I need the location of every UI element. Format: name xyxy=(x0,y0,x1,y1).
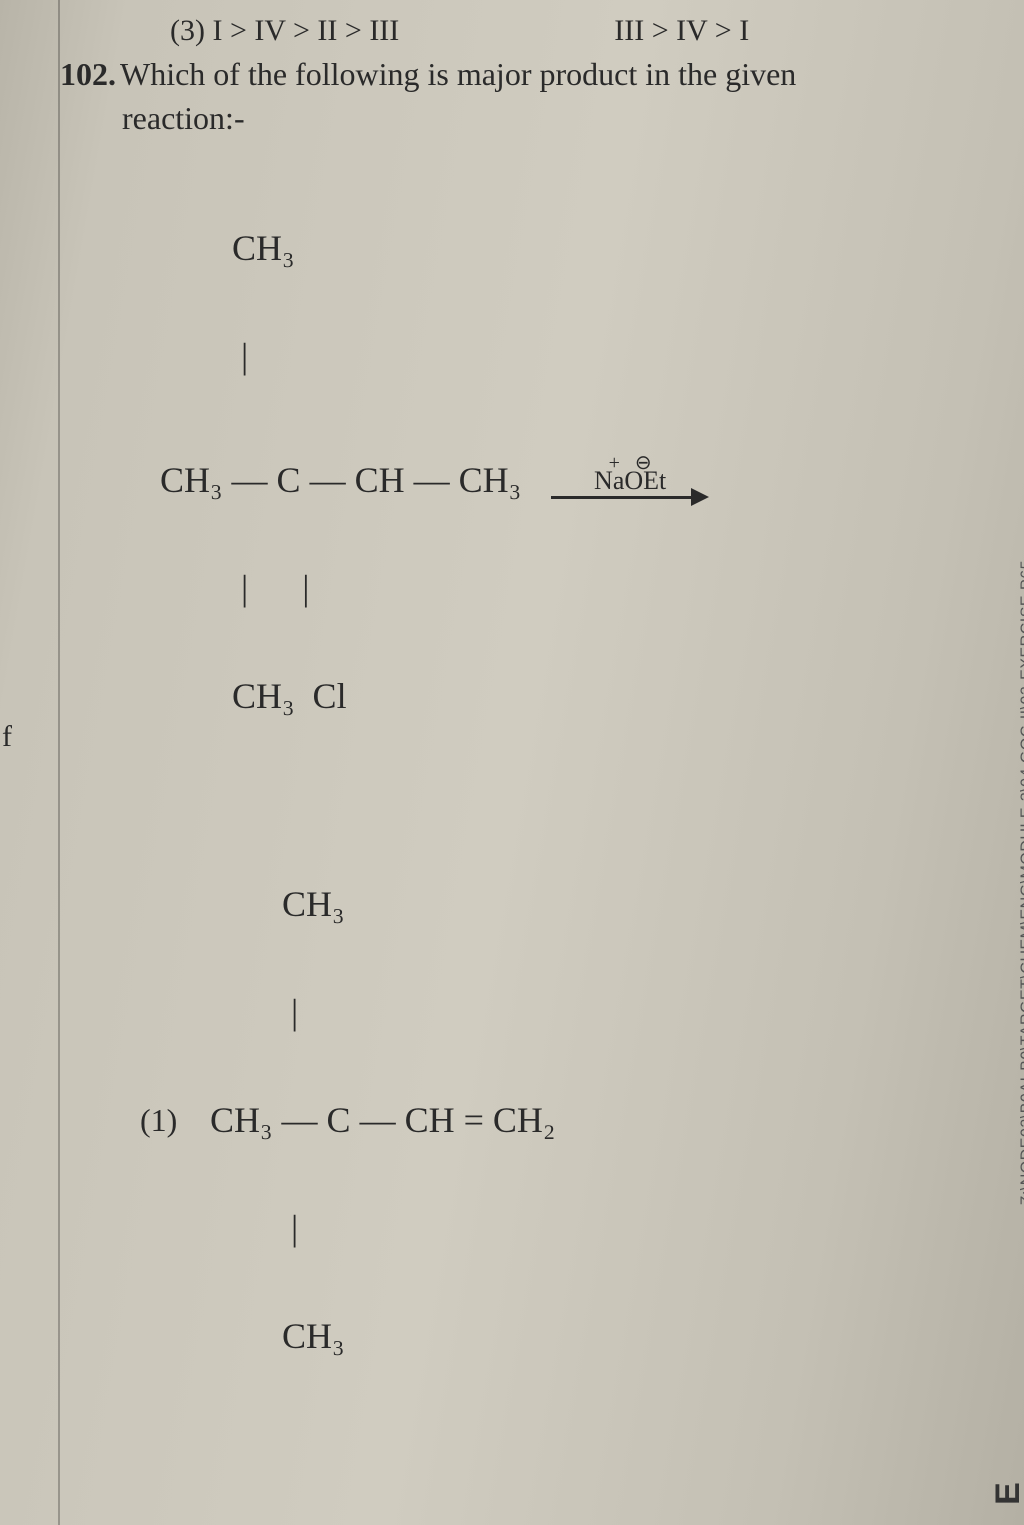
left-margin-mark: f xyxy=(2,720,12,754)
opt1-l1: | xyxy=(210,994,555,1030)
sm-row-top-b: | xyxy=(160,338,709,374)
opt1-l3: | xyxy=(210,1210,555,1246)
question-line-2: reaction:- xyxy=(120,98,984,138)
opt1-l0: CH₃ xyxy=(210,886,555,922)
opt1-l2: CH₃ — C — CH = CH₂ xyxy=(210,1102,555,1138)
page-side-mark: E xyxy=(989,1482,1024,1505)
question-line-1: Which of the following is major product … xyxy=(120,56,796,92)
prev-frag-left: (3) I > IV > II > III xyxy=(170,14,399,47)
option-2: (2) CH₃ | CH₃ — C — CH — CH₃ | | CH₃ OEt xyxy=(140,1454,984,1525)
option-label-1: (1) xyxy=(140,1102,210,1139)
previous-question-fragment: (3) I > IV > II > III III > IV > I xyxy=(170,14,984,48)
sm-row-top: CH₃ xyxy=(160,230,709,266)
option-structure-1: CH₃ | CH₃ — C — CH = CH₂ | CH₃ xyxy=(210,814,555,1426)
sm-row-bot-b: | | xyxy=(160,570,709,606)
page-side-path: Z:\NODE02\B0AI-B0\TARGET\CHEM\ENG\MODULE… xyxy=(1018,560,1024,1205)
option-1: (1) CH₃ | CH₃ — C — CH = CH₂ | CH₃ xyxy=(140,814,984,1426)
reaction-scheme: CH₃ | CH₃ — C — CH — CH₃ + ⊖ NaOEt | | xyxy=(160,158,984,786)
sm-row-main: CH₃ — C — CH — CH₃ xyxy=(160,462,521,498)
question-text: 102.Which of the following is major prod… xyxy=(60,54,984,138)
arrow-icon xyxy=(551,488,709,506)
reaction-arrow: + ⊖ NaOEt xyxy=(551,454,709,506)
option-structure-2: CH₃ | CH₃ — C — CH — CH₃ | | CH₃ OEt xyxy=(210,1454,571,1525)
starting-material: CH₃ | CH₃ — C — CH — CH₃ + ⊖ NaOEt | | xyxy=(160,158,709,786)
question-number: 102. xyxy=(60,54,120,94)
sm-row-bot: CH₃ Cl xyxy=(160,678,709,714)
page-root: (3) I > IV > II > III III > IV > I 102.W… xyxy=(0,0,1024,1525)
opt1-l4: CH₃ xyxy=(210,1318,555,1354)
prev-frag-right: III > IV > I xyxy=(614,14,749,47)
